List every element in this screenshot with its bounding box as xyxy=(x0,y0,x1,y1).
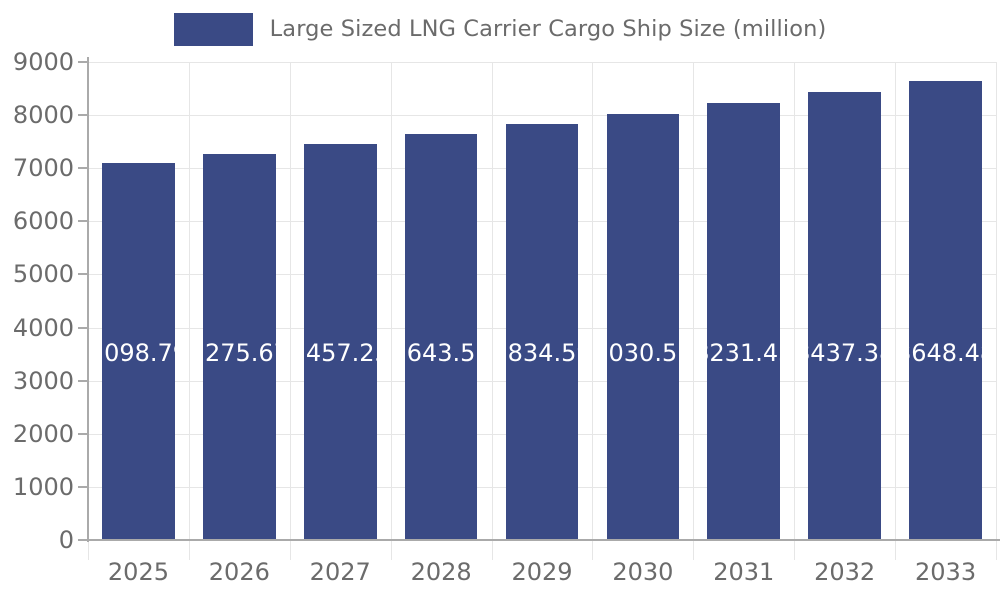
x-axis-tick-mark xyxy=(895,540,897,560)
y-axis-tick-label: 9000 xyxy=(12,48,74,76)
legend-entry[interactable]: Large Sized LNG Carrier Cargo Ship Size … xyxy=(173,12,827,46)
bar-rect xyxy=(404,134,478,540)
y-axis-tick-label: 5000 xyxy=(12,260,74,289)
chart-legend: Large Sized LNG Carrier Cargo Ship Size … xyxy=(0,0,1000,58)
x-axis-tick-label: 2029 xyxy=(511,558,573,586)
x-axis-tick-label: 2033 xyxy=(915,558,977,586)
bar-rect xyxy=(505,123,579,540)
x-axis-line xyxy=(82,539,1000,541)
bar[interactable]: 8648.48 xyxy=(909,80,982,540)
y-axis-tick-mark xyxy=(78,326,87,329)
bar-rect xyxy=(808,91,881,540)
x-axis-tick-mark xyxy=(491,540,493,560)
y-axis-tick-mark xyxy=(78,273,87,276)
gridline-vertical xyxy=(794,62,796,540)
y-axis-tick-mark xyxy=(78,539,87,541)
gridline-vertical xyxy=(390,62,392,540)
legend-label: Large Sized LNG Carrier Cargo Ship Size … xyxy=(269,16,827,42)
bar-rect xyxy=(909,80,982,540)
y-axis-tick-mark xyxy=(78,61,87,63)
gridline-vertical xyxy=(188,62,190,540)
x-axis-tick-label: 2031 xyxy=(713,558,775,586)
legend-color-swatch xyxy=(173,12,253,46)
x-axis-tick-mark xyxy=(188,540,190,560)
gridline-horizontal xyxy=(88,115,996,117)
x-axis-tick-mark xyxy=(88,540,89,560)
y-axis-tick-mark xyxy=(78,167,87,170)
y-axis-tick-label: 6000 xyxy=(12,207,74,236)
y-axis-tick-label: 8000 xyxy=(12,101,74,130)
y-axis-tick-mark xyxy=(78,485,87,488)
x-axis-tick-mark xyxy=(996,540,997,560)
bar-rect xyxy=(303,143,377,540)
bar[interactable]: 8437.38 xyxy=(808,91,881,540)
x-axis-tick-label: 2027 xyxy=(309,558,371,586)
gridline-vertical xyxy=(996,62,997,540)
x-axis-tick-label: 2028 xyxy=(410,558,472,586)
gridline-vertical xyxy=(289,62,291,540)
gridline-vertical xyxy=(592,62,594,540)
y-axis-tick-mark xyxy=(78,220,87,223)
bar-rect xyxy=(707,102,781,540)
bar[interactable]: 7457.25 xyxy=(303,143,377,540)
y-axis-tick-mark xyxy=(78,432,87,435)
bar[interactable]: 7098.79 xyxy=(102,162,175,540)
y-axis-tick-mark xyxy=(78,114,87,117)
y-axis-tick-mark xyxy=(78,379,87,382)
x-axis-tick-mark xyxy=(693,540,695,560)
bar-rect xyxy=(203,153,276,540)
bar[interactable]: 8030.53 xyxy=(606,113,680,540)
gridline-horizontal xyxy=(88,62,996,63)
x-axis-tick-label: 2032 xyxy=(814,558,876,586)
y-axis-line xyxy=(87,57,89,542)
bar[interactable]: 7643.53 xyxy=(404,134,478,540)
bar-rect xyxy=(606,113,680,540)
y-axis-tick-label: 3000 xyxy=(12,366,74,395)
y-axis-tick-label: 7000 xyxy=(12,154,74,183)
bar[interactable]: 7834.59 xyxy=(505,123,579,540)
bar-rect xyxy=(102,162,175,540)
x-axis-tick-mark xyxy=(390,540,392,560)
y-axis-tick-label: 0 xyxy=(58,526,74,554)
x-axis-tick-mark xyxy=(289,540,291,560)
x-axis-tick-label: 2025 xyxy=(107,558,169,586)
x-axis-tick-label: 2026 xyxy=(208,558,270,586)
y-axis-tick-label: 2000 xyxy=(12,419,74,448)
x-axis-tick-label: 2030 xyxy=(612,558,674,586)
y-axis-tick-label: 4000 xyxy=(12,313,74,342)
x-axis-tick-mark xyxy=(794,540,796,560)
gridline-vertical xyxy=(693,62,695,540)
bar[interactable]: 8231.43 xyxy=(707,102,781,540)
gridline-vertical xyxy=(491,62,493,540)
gridline-vertical xyxy=(895,62,897,540)
x-axis-tick-mark xyxy=(592,540,594,560)
y-axis-tick-label: 1000 xyxy=(12,472,74,501)
